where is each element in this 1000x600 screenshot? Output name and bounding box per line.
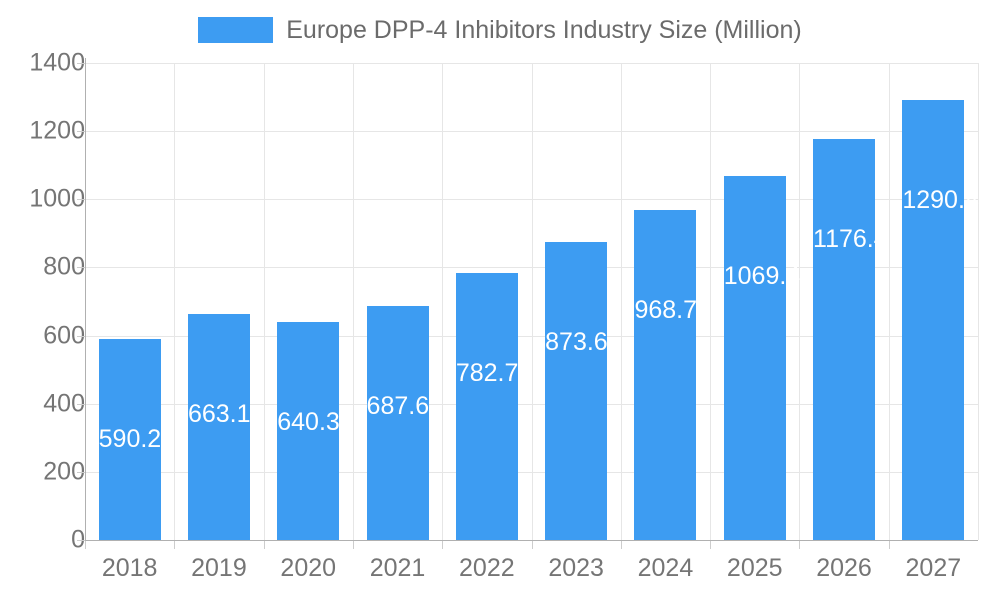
x-tick-mark <box>888 541 890 549</box>
x-tick-mark <box>352 541 354 549</box>
x-tick-mark <box>85 541 86 549</box>
bar-value-label: 590.2 <box>98 424 162 453</box>
y-tick-mark <box>77 131 85 133</box>
bar-value-label: 873.6 <box>545 328 608 357</box>
gridline-vertical <box>174 63 176 540</box>
bar-value-label: 1290.4 <box>902 186 979 215</box>
x-tick-mark <box>620 541 622 549</box>
y-tick-label: 400 <box>43 389 85 418</box>
legend-swatch-icon <box>198 17 274 43</box>
bar-value-label: 640.3 <box>277 407 340 436</box>
x-tick-label: 2026 <box>816 554 872 582</box>
gridline-vertical <box>263 63 265 540</box>
x-tick-label: 2025 <box>726 554 783 582</box>
gridline-vertical <box>888 63 890 540</box>
legend-item-series-1[interactable]: Europe DPP-4 Inhibitors Industry Size (M… <box>198 15 802 44</box>
x-tick-label: 2023 <box>548 554 604 582</box>
x-tick-mark <box>531 541 533 549</box>
plot-area: 590.2 663.1 640.3 687.6 782.7 873.6 968.7 1069.… <box>85 63 979 540</box>
y-axis-ticks: 0 200 400 600 800 1000 1200 1400 <box>0 0 85 600</box>
bar-2020[interactable] <box>277 321 340 540</box>
x-tick-label: 2027 <box>905 554 962 582</box>
bar-2018[interactable] <box>98 338 161 540</box>
y-tick-label: 1400 <box>29 48 85 77</box>
x-tick-label: 2019 <box>191 554 247 582</box>
gridline-vertical <box>977 63 979 540</box>
y-tick-label: 800 <box>43 252 85 281</box>
chart-legend: Europe DPP-4 Inhibitors Industry Size (M… <box>0 0 1000 60</box>
y-tick-label: 0 <box>71 525 85 554</box>
bar-2024[interactable] <box>634 209 697 540</box>
y-tick-label: 1200 <box>29 116 85 145</box>
x-tick-mark <box>263 541 265 549</box>
x-tick-label: 2024 <box>637 554 694 582</box>
y-tick-mark <box>77 267 85 269</box>
bar-value-label: 663.1 <box>187 400 251 429</box>
bar-value-label: 1176.4 <box>813 225 888 254</box>
bar-2027[interactable] <box>902 100 965 540</box>
x-tick-label: 2018 <box>101 554 158 582</box>
gridline-vertical <box>352 63 354 540</box>
bar-2021[interactable] <box>366 305 429 540</box>
bar-2023[interactable] <box>545 242 608 540</box>
bar-2025[interactable] <box>723 175 786 540</box>
x-tick-label: 2020 <box>280 554 337 582</box>
x-tick-mark <box>174 541 176 549</box>
y-tick-mark <box>77 199 85 201</box>
y-tick-label: 600 <box>43 321 85 350</box>
y-tick-label: 1000 <box>29 184 85 213</box>
bar-value-label: 687.6 <box>366 391 430 420</box>
gridline-vertical <box>710 63 712 540</box>
y-tick-mark <box>77 403 85 405</box>
gridline-vertical <box>799 63 801 540</box>
legend-item-label: Europe DPP-4 Inhibitors Industry Size (M… <box>286 15 802 44</box>
x-tick-mark <box>799 541 801 549</box>
gridline-vertical <box>531 63 533 540</box>
y-tick-mark <box>77 471 85 473</box>
y-tick-mark <box>77 335 85 337</box>
gridline-vertical <box>442 63 444 540</box>
bar-2019[interactable] <box>187 314 250 540</box>
bar-value-label: 782.7 <box>455 359 519 388</box>
bar-2022[interactable] <box>455 273 518 540</box>
x-axis-line <box>80 540 978 541</box>
y-tick-mark <box>77 540 85 541</box>
y-axis-line <box>85 58 86 545</box>
bar-value-label: 968.7 <box>634 295 697 324</box>
bar-value-label: 1069.4 <box>723 261 801 290</box>
x-tick-label: 2021 <box>369 554 426 582</box>
bar-2026[interactable] <box>813 139 876 540</box>
x-tick-mark <box>442 541 444 549</box>
gridline-vertical <box>620 63 622 540</box>
x-tick-label: 2022 <box>459 554 515 582</box>
y-tick-mark <box>77 63 85 64</box>
x-tick-mark <box>710 541 712 549</box>
y-tick-label: 200 <box>43 457 85 486</box>
